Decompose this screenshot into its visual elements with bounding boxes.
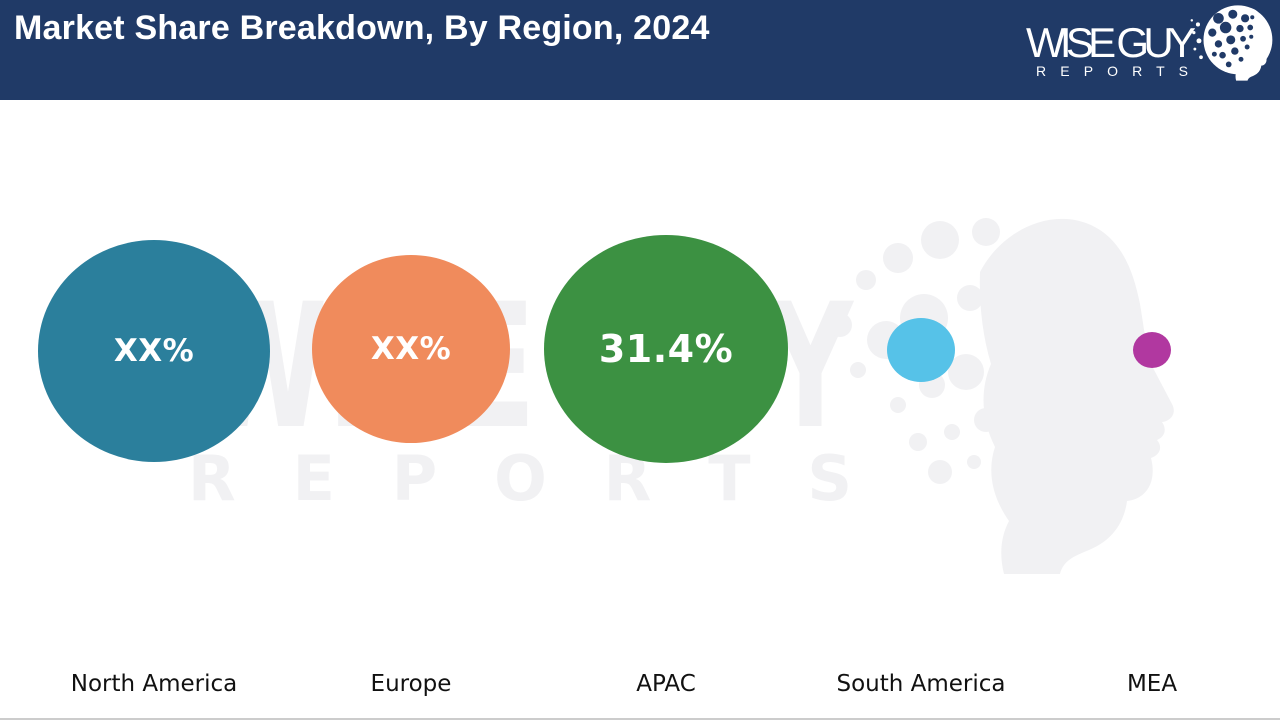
- brand-name: WISE GUY: [1026, 19, 1196, 66]
- bottom-rule: [0, 718, 1280, 720]
- wiseguy-head-icon: [1190, 5, 1273, 81]
- bubble-apac: 31.4%: [544, 235, 788, 463]
- bubble-mea: [1133, 332, 1171, 368]
- brand-subname: R E P O R T S: [1036, 63, 1188, 79]
- category-label-mea: MEA: [1126, 671, 1178, 697]
- bubble-europe: XX%: [312, 255, 510, 443]
- bubble-south-america: [887, 318, 955, 382]
- bubble-value-label: XX%: [113, 333, 195, 369]
- category-label-north-america: North America: [70, 671, 238, 697]
- header: Market Share Breakdown, By Region, 2024 …: [0, 0, 1280, 100]
- category-label-apac: APAC: [636, 671, 696, 697]
- category-label-europe: Europe: [370, 671, 452, 697]
- brand-logo: WISE GUY R E P O R T S: [1026, 5, 1273, 81]
- bubble-north-america: XX%: [38, 240, 270, 462]
- bubble-value-label: XX%: [370, 331, 452, 367]
- bubble-value-label: 31.4%: [598, 327, 734, 371]
- page-title: Market Share Breakdown, By Region, 2024: [14, 9, 710, 47]
- watermark-text-2: R E P O R T S: [188, 442, 852, 515]
- watermark-head-icon: [828, 218, 1174, 574]
- category-label-south-america: South America: [836, 671, 1006, 697]
